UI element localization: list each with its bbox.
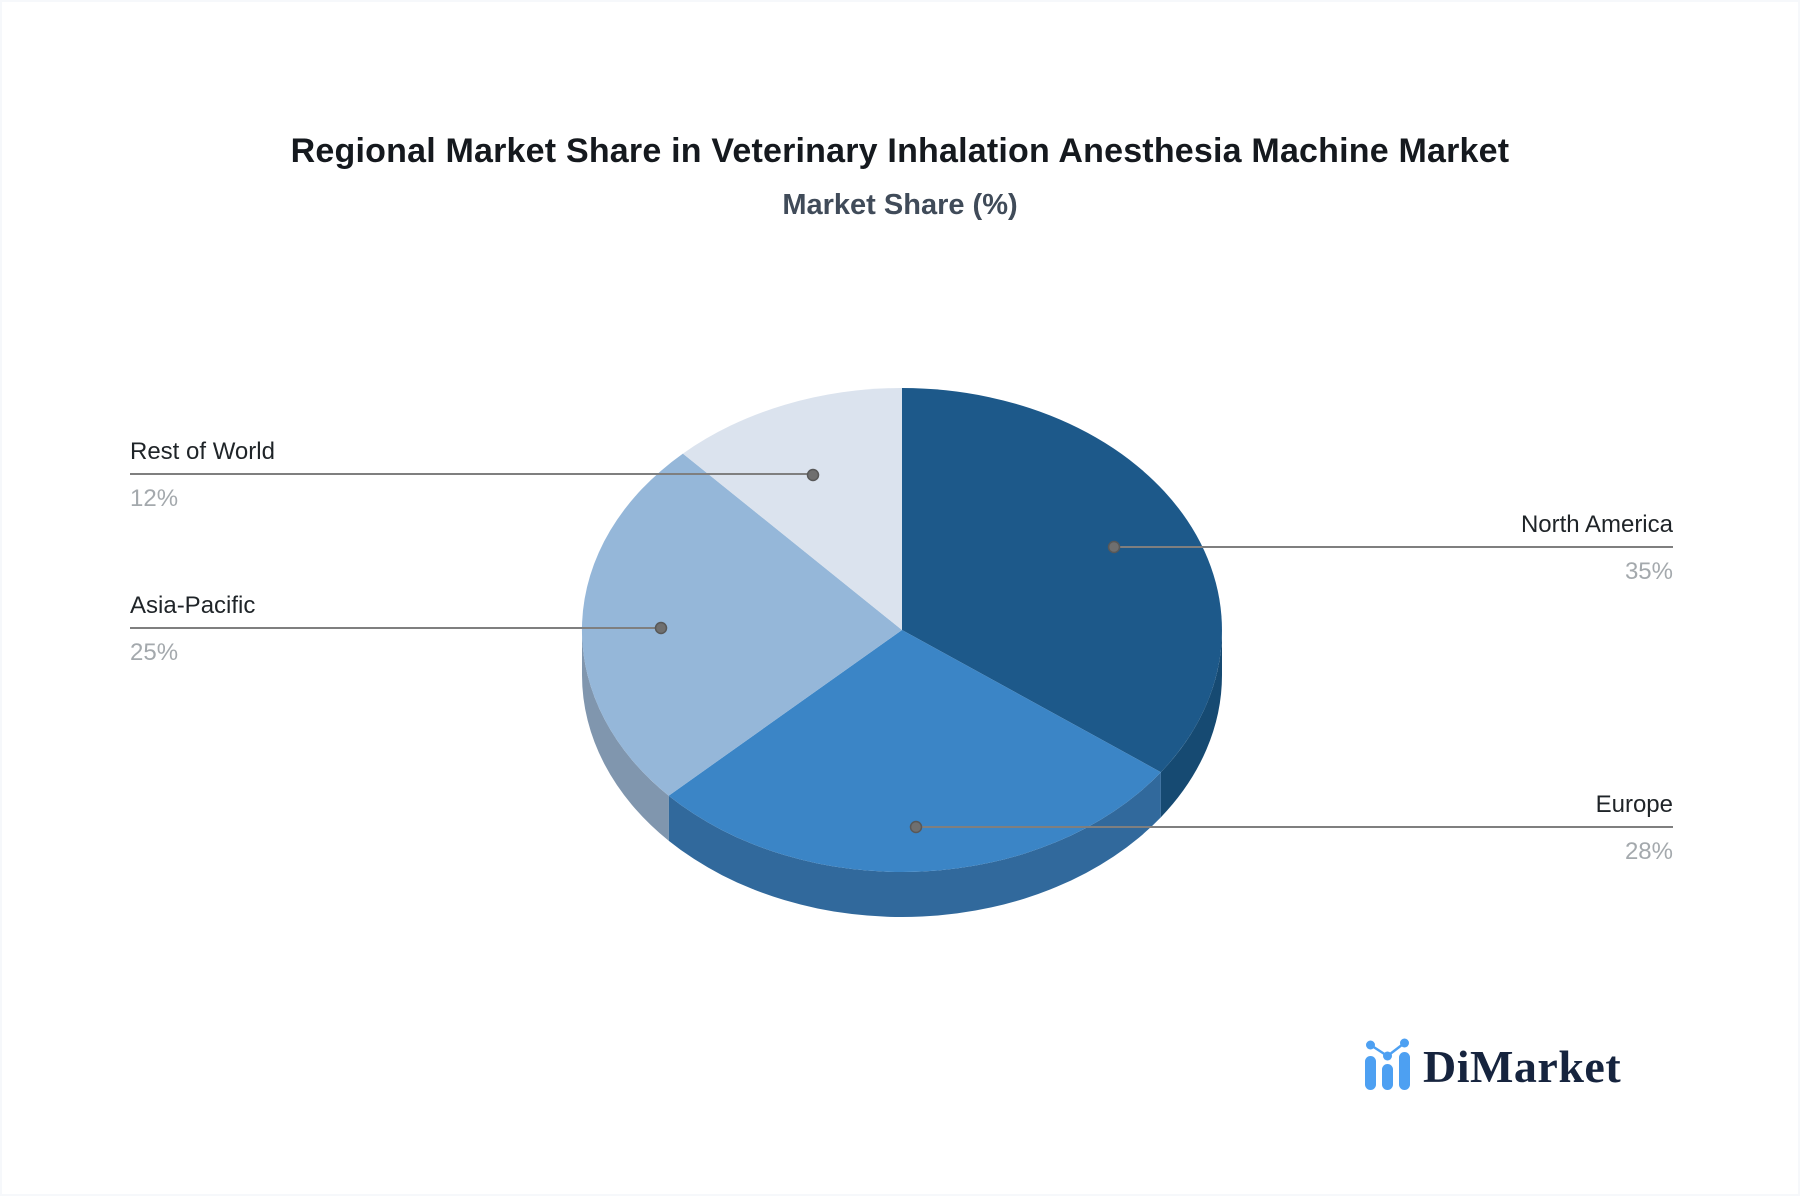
chart-subtitle: Market Share (%) [782, 189, 1018, 221]
leader-dot-rest-of-world [806, 468, 820, 482]
logo-bar-chart-icon [1365, 1038, 1410, 1090]
pie-slice-asia-pacific[interactable] [581, 453, 902, 796]
slice-percent-europe: 28% [1624, 838, 1673, 865]
slice-percent-rest-of-world: 12% [130, 485, 179, 512]
slice-label-asia-pacific: Asia-Pacific [130, 592, 256, 619]
pie-slice-north-america[interactable] [902, 388, 1222, 773]
slice-percent-asia-pacific: 25% [130, 639, 179, 666]
slice-label-europe: Europe [1595, 791, 1673, 818]
leader-dot-north-america [1107, 540, 1121, 554]
pie-slice-europe[interactable] [668, 630, 1161, 873]
pie-slice-side-europe [668, 772, 1161, 918]
slice-percent-north-america: 35% [1624, 558, 1673, 585]
brand-logo: DiMarket [1363, 1036, 1621, 1093]
leader-dot-europe [909, 820, 923, 834]
pie-slice-side-north-america [1160, 630, 1222, 818]
pie-slice-side-asia-pacific [582, 630, 669, 841]
chart-title: Regional Market Share in Veterinary Inha… [290, 132, 1510, 170]
slice-label-rest-of-world: Rest of World [130, 438, 275, 465]
logo-text: DiMarket [1423, 1041, 1622, 1092]
pie-slice-rest-of-world[interactable] [682, 388, 902, 630]
slice-label-north-america: North America [1520, 511, 1673, 538]
leader-dot-asia-pacific [654, 621, 668, 635]
